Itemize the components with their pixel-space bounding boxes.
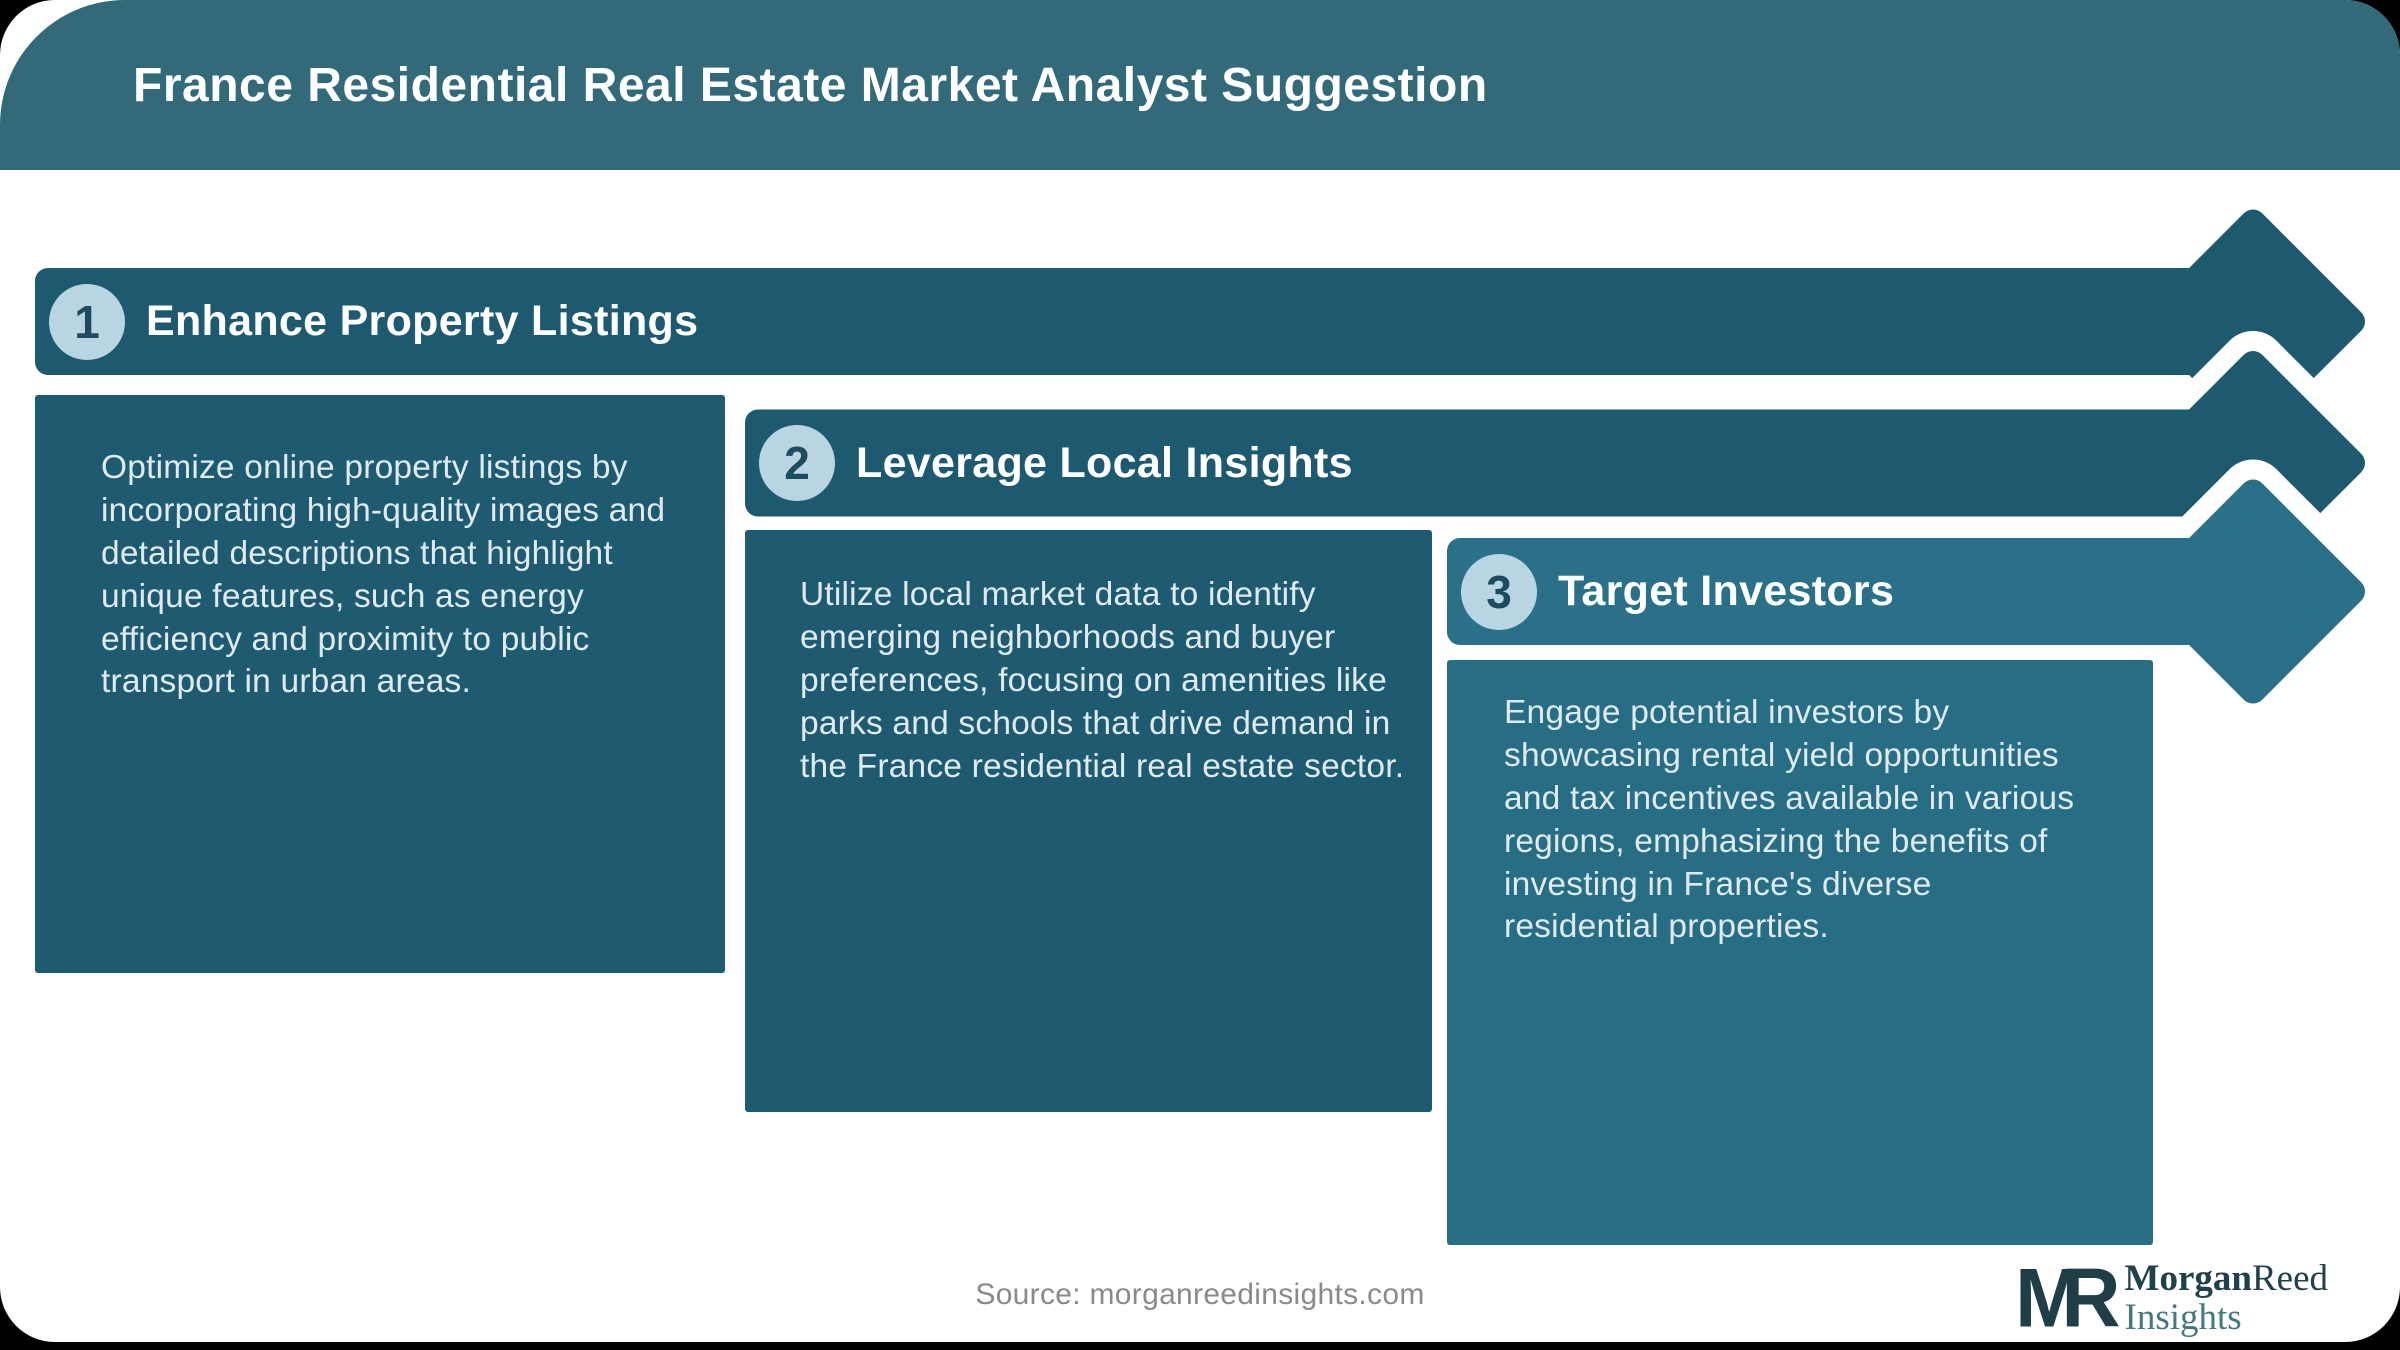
step-1-description: Optimize online property listings by inc… <box>101 449 666 701</box>
step-2-number: 2 <box>784 437 810 489</box>
step-2-title: Leverage Local Insights <box>856 438 1353 487</box>
step-3-number: 3 <box>1486 565 1512 618</box>
source-text: Source: morganreedinsights.com <box>975 1278 1425 1311</box>
step-2-number-badge: 2 <box>759 425 835 501</box>
step-3-description: Engage potential investors by showcasing… <box>1504 694 2075 946</box>
step-2-description-box: Utilize local market data to identify em… <box>745 530 1432 1112</box>
step-1-banner: 1 Enhance Property Listings <box>35 268 2227 375</box>
brand-name-regular: Reed <box>2251 1258 2328 1300</box>
step-3-title: Target Investors <box>1558 567 1895 615</box>
step-3-description-box: Engage potential investors by showcasing… <box>1447 660 2153 1245</box>
brand-monogram-r: R <box>2061 1252 2120 1342</box>
step-1-number-badge: 1 <box>49 283 125 360</box>
header: France Residential Real Estate Market An… <box>0 0 2400 170</box>
step-2-banner: 2 Leverage Local Insights <box>745 409 2227 517</box>
arrow-step-3 <box>1427 459 2385 724</box>
step-3-banner: 3 Target Investors <box>1447 538 2227 645</box>
brand-name: MorganReed <box>2124 1258 2328 1300</box>
arrow-step-3-shape <box>1447 479 2365 704</box>
step-3-number-badge: 3 <box>1461 553 1537 630</box>
brand-monogram: MR <box>2015 1257 2121 1341</box>
brand-logo-text: MorganReed Insights <box>2124 1258 2328 1338</box>
brand-subtitle: Insights <box>2124 1297 2242 1338</box>
step-2-description: Utilize local market data to identify em… <box>800 576 1405 785</box>
step-1-number: 1 <box>74 295 100 348</box>
step-1-description-box: Optimize online property listings by inc… <box>35 395 725 973</box>
step-1-title: Enhance Property Listings <box>146 297 699 345</box>
page-title: France Residential Real Estate Market An… <box>133 58 1488 112</box>
brand-logo: MR MorganReed Insights <box>2015 1257 2328 1341</box>
brand-name-bold: Morgan <box>2124 1258 2252 1300</box>
